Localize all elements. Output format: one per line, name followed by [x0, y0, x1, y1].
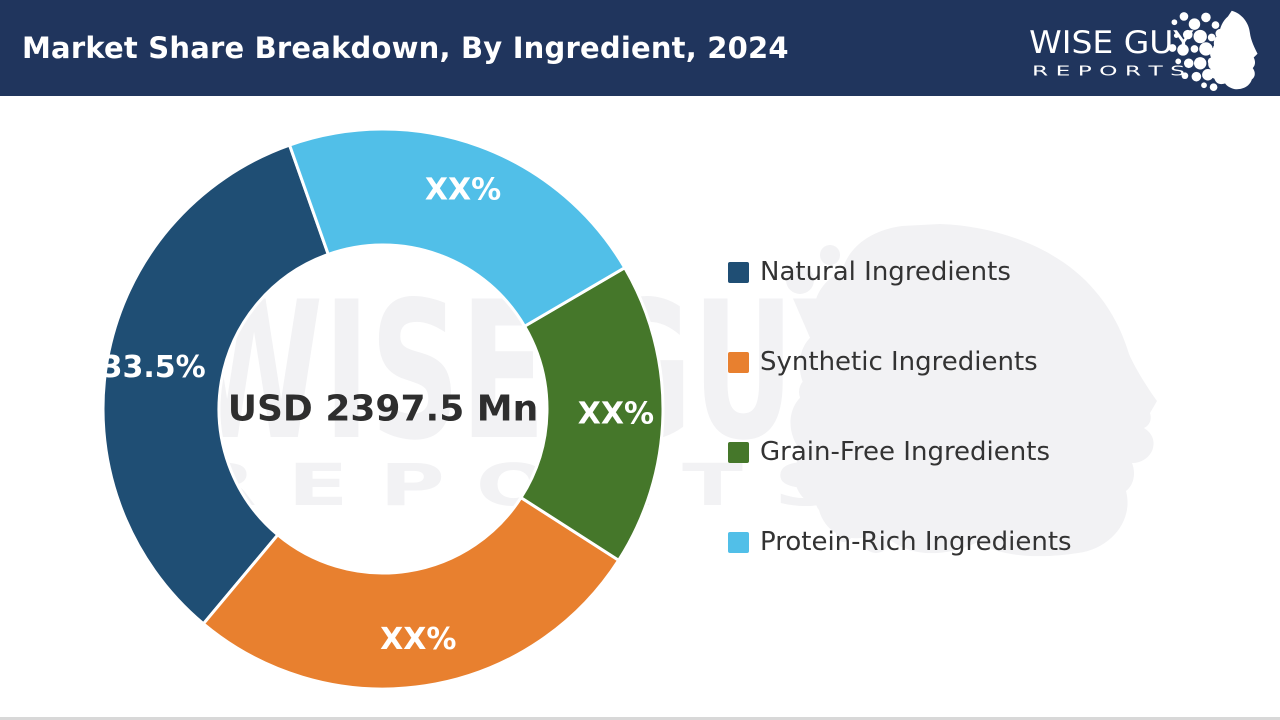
segment-label: XX%: [425, 173, 501, 208]
donut-segment: [519, 266, 665, 562]
legend-label: Natural Ingredients: [760, 257, 1011, 287]
logo-wordmark: WISE GUY: [1029, 25, 1194, 61]
bottom-divider: [0, 717, 1280, 720]
donut-segments: 33.5% XX% XX% XX%: [101, 127, 665, 691]
chart-legend: Natural Ingredients Synthetic Ingredient…: [728, 255, 1072, 615]
segment-label: XX%: [578, 396, 654, 431]
donut-center-value: USD 2397.5 Mn: [228, 389, 538, 430]
segment-label: XX%: [380, 622, 456, 657]
segment-label: 33.5%: [102, 350, 206, 385]
logo-reports: R E P O R T S: [1032, 65, 1185, 80]
legend-label: Protein-Rich Ingredients: [760, 527, 1072, 557]
page-title: Market Share Breakdown, By Ingredient, 2…: [22, 31, 789, 65]
legend-label: Synthetic Ingredients: [760, 347, 1038, 377]
legend-item-synthetic: Synthetic Ingredients: [728, 345, 1072, 379]
legend-item-natural: Natural Ingredients: [728, 255, 1072, 289]
donut-segment: [201, 496, 621, 691]
legend-item-grain-free: Grain-Free Ingredients: [728, 435, 1072, 469]
legend-label: Grain-Free Ingredients: [760, 437, 1050, 467]
header: Market Share Breakdown, By Ingredient, 2…: [0, 0, 1280, 96]
legend-swatch-natural: [728, 261, 749, 283]
legend-swatch-synthetic: [728, 351, 749, 373]
legend-item-protein-rich: Protein-Rich Ingredients: [728, 525, 1072, 559]
legend-swatch-grain-free: [728, 441, 749, 463]
donut-segment: [101, 143, 330, 626]
watermark-face-profile: [790, 224, 1157, 557]
logo-face-profile: [1208, 10, 1258, 90]
legend-swatch-protein-rich: [728, 531, 749, 553]
logo-face-dots: [1168, 12, 1226, 91]
donut-segment: [288, 127, 627, 328]
wise-guy-logo: WISE GUY R E P O R T S: [1029, 10, 1258, 91]
